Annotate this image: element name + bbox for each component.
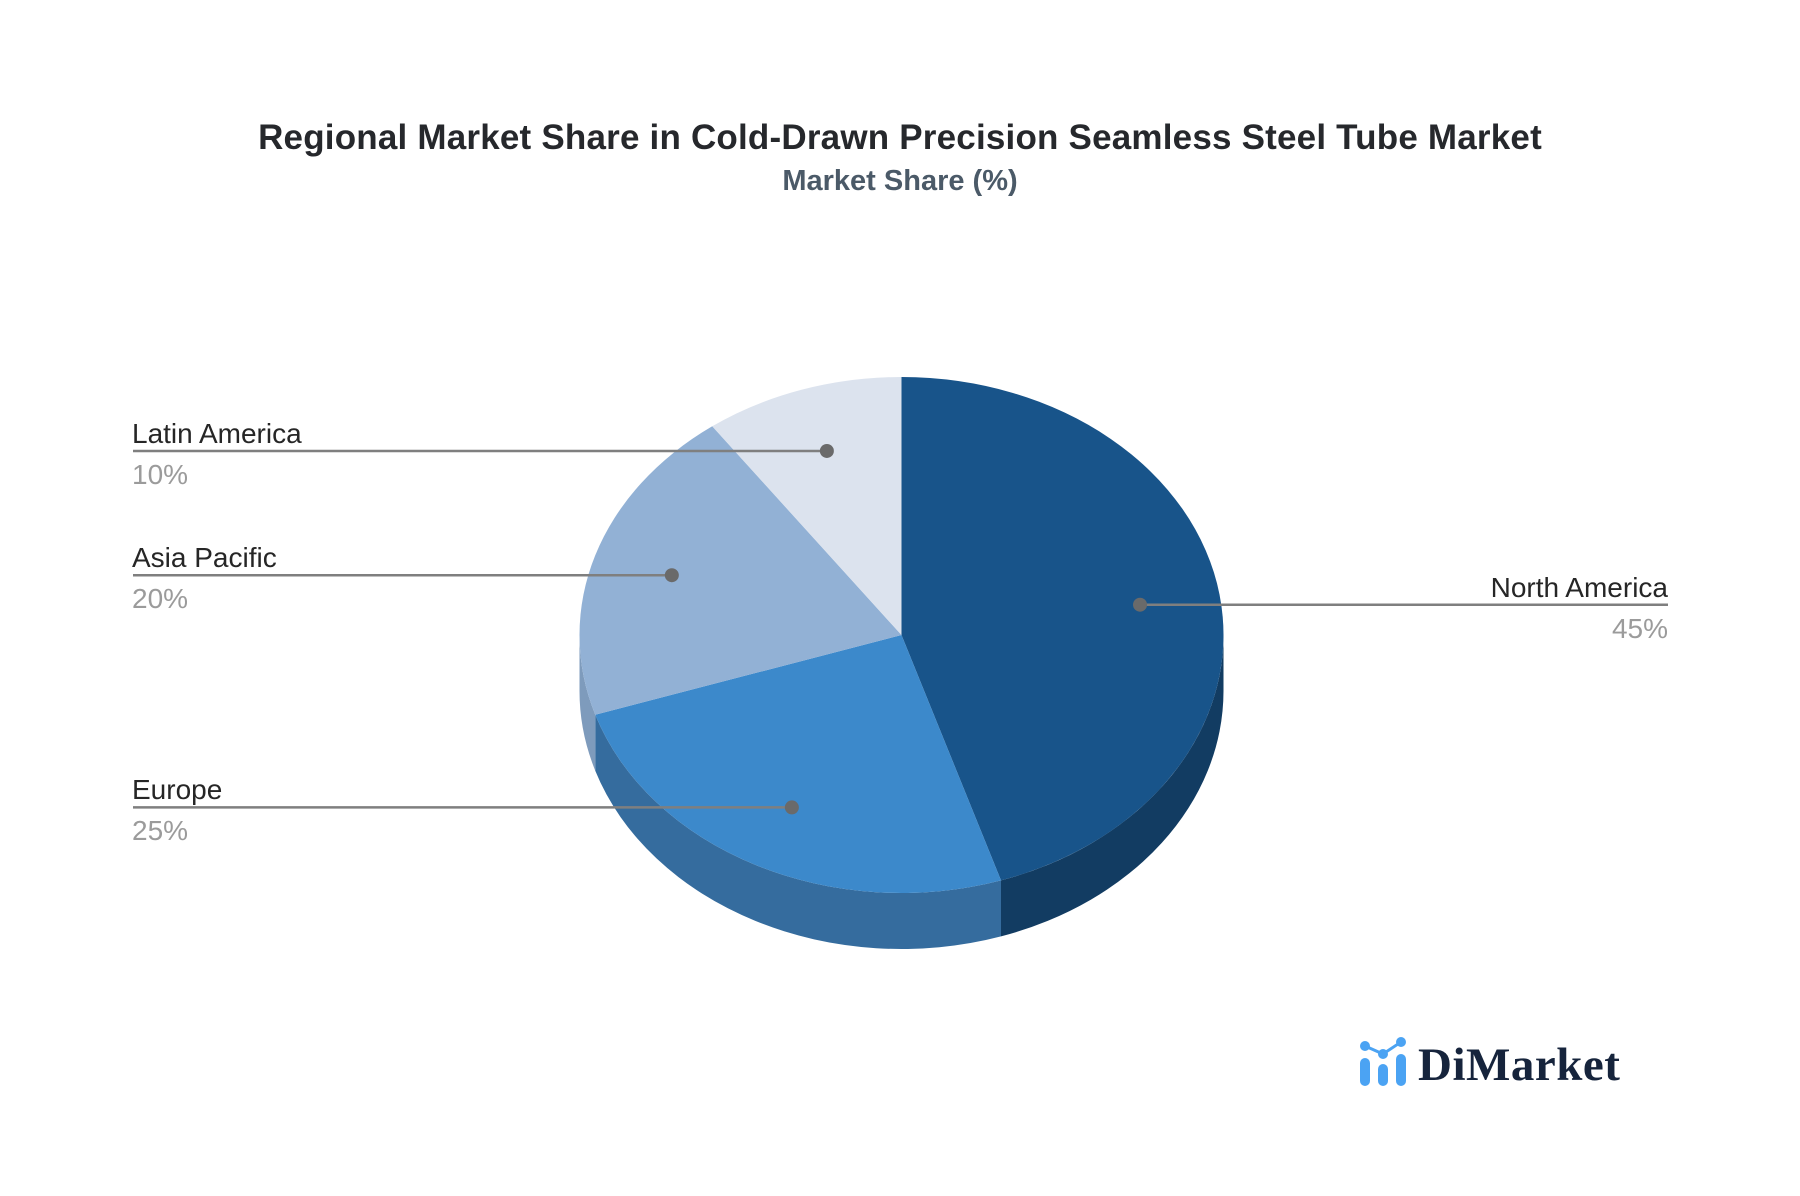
dimarket-logo: DiMarket bbox=[1356, 1036, 1656, 1096]
pie-label-percent: 10% bbox=[132, 458, 189, 490]
pie-label-percent: 45% bbox=[1611, 612, 1668, 644]
chart-subtitle: Market Share (%) bbox=[782, 165, 1018, 197]
pie-slice-asia-pacific[interactable] bbox=[579, 426, 902, 715]
leader-dot-latin-america bbox=[819, 443, 834, 458]
dimarket-logo-text: DiMarket bbox=[1418, 1039, 1621, 1091]
pie-slice-side-asia-pacific bbox=[579, 635, 596, 771]
pie-label-name: Asia Pacific bbox=[132, 542, 277, 574]
pie-label-percent: 25% bbox=[132, 815, 189, 847]
pie-slice-side-north-america bbox=[1001, 635, 1224, 937]
pie-label-name: North America bbox=[1490, 571, 1668, 603]
pie-label-name: Latin America bbox=[132, 417, 302, 449]
chart-title: Regional Market Share in Cold-Drawn Prec… bbox=[258, 118, 1542, 157]
leader-dot-europe bbox=[784, 800, 799, 815]
pie-slice-side-europe bbox=[595, 714, 1002, 949]
pie-slice-latin-america[interactable] bbox=[712, 377, 902, 635]
leader-dot-asia-pacific bbox=[664, 568, 679, 583]
pie-label-percent: 20% bbox=[132, 583, 189, 615]
pie-label-name: Europe bbox=[132, 774, 223, 806]
pie-slice-north-america[interactable] bbox=[901, 377, 1224, 881]
leader-dot-north-america bbox=[1133, 597, 1148, 612]
bar-chart-icon bbox=[1360, 1037, 1406, 1086]
pie-slice-europe[interactable] bbox=[595, 635, 1002, 893]
